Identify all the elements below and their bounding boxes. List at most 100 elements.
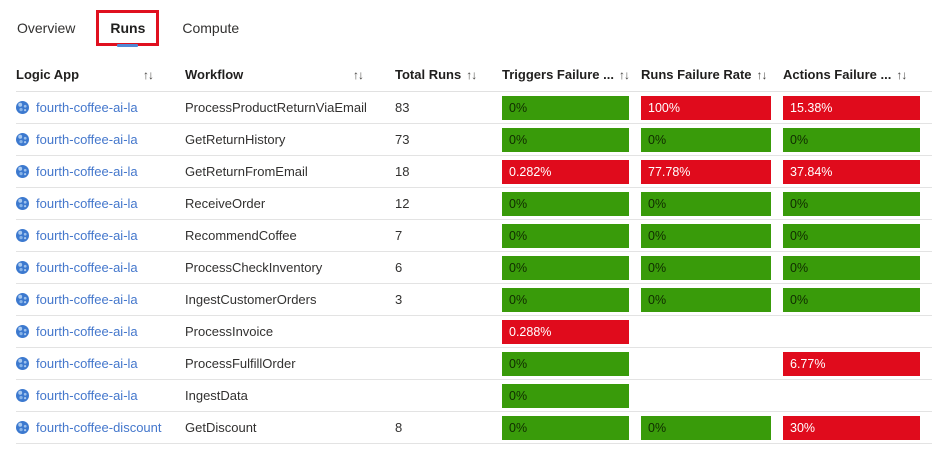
actions-failure-cell: 0% xyxy=(783,127,932,152)
tab-runs[interactable]: Runs xyxy=(109,17,146,47)
triggers-failure-cell: 0.288% xyxy=(502,319,641,344)
table-row: fourth-coffee-ai-la GetReturnFromEmail 18 0… xyxy=(16,156,932,188)
failure-rate-bar: 0% xyxy=(641,415,771,440)
failure-rate-bar: 0% xyxy=(502,255,629,280)
workflow-cell: ProcessFulfillOrder xyxy=(185,356,296,371)
column-header-total-runs[interactable]: Total Runs ↑↓ xyxy=(395,58,502,91)
failure-rate-bar: 0% xyxy=(502,95,629,120)
failure-rate-bar: 0% xyxy=(502,127,629,152)
total-runs-cell: 3 xyxy=(395,292,403,307)
sort-icon[interactable]: ↑↓ xyxy=(143,67,154,82)
failure-rate-bar: 30% xyxy=(783,415,920,440)
logic-app-link[interactable]: fourth-coffee-ai-la xyxy=(36,100,138,115)
logic-app-link[interactable]: fourth-coffee-ai-la xyxy=(36,324,138,339)
failure-rate-bar: 0% xyxy=(783,127,920,152)
logic-app-icon xyxy=(16,197,29,210)
logic-app-cell: fourth-coffee-ai-la xyxy=(16,228,185,243)
runs-failure-cell: 0% xyxy=(641,191,783,216)
failure-rate-bar: 0% xyxy=(641,223,771,248)
workflow-runs-table: Logic App ↑↓ Workflow ↑↓ Total Runs ↑↓ Trigger… xyxy=(16,58,932,444)
triggers-failure-cell: 0% xyxy=(502,223,641,248)
actions-failure-cell: 0% xyxy=(783,191,932,216)
failure-rate-bar: 0% xyxy=(502,383,629,408)
triggers-failure-cell: 0% xyxy=(502,351,641,376)
triggers-failure-cell: 0% xyxy=(502,191,641,216)
logic-app-link[interactable]: fourth-coffee-ai-la xyxy=(36,228,138,243)
logic-app-icon xyxy=(16,389,29,402)
column-header-logic-app[interactable]: Logic App ↑↓ xyxy=(16,58,185,91)
workflow-cell: RecommendCoffee xyxy=(185,228,297,243)
failure-rate-bar: 100% xyxy=(641,95,771,120)
logic-app-link[interactable]: fourth-coffee-ai-la xyxy=(36,388,138,403)
runs-failure-cell: 100% xyxy=(641,95,783,120)
failure-rate-bar: 0% xyxy=(502,223,629,248)
logic-app-icon xyxy=(16,357,29,370)
sort-icon[interactable]: ↑↓ xyxy=(353,67,364,82)
table-row: fourth-coffee-ai-la ProcessInvoice 0.288% xyxy=(16,316,932,348)
logic-app-cell: fourth-coffee-ai-la xyxy=(16,356,185,371)
workflow-cell: IngestCustomerOrders xyxy=(185,292,317,307)
table-row: fourth-coffee-ai-la IngestData 0% xyxy=(16,380,932,412)
total-runs-cell: 8 xyxy=(395,420,403,435)
failure-rate-bar: 0% xyxy=(502,351,629,376)
table-row: fourth-coffee-ai-la RecommendCoffee 7 0% 0% 0… xyxy=(16,220,932,252)
actions-failure-cell: 37.84% xyxy=(783,159,932,184)
column-header-triggers-failure[interactable]: Triggers Failure ... ↑↓ xyxy=(502,58,641,91)
column-header-label: Runs Failure Rate xyxy=(641,67,752,82)
workflow-cell: ProcessCheckInventory xyxy=(185,260,323,275)
triggers-failure-cell: 0% xyxy=(502,127,641,152)
logic-app-link[interactable]: fourth-coffee-ai-la xyxy=(36,356,138,371)
failure-rate-bar: 0% xyxy=(641,287,771,312)
tab-overview[interactable]: Overview xyxy=(17,20,76,36)
triggers-failure-cell: 0% xyxy=(502,95,641,120)
actions-failure-cell: 30% xyxy=(783,415,932,440)
sort-icon[interactable]: ↑↓ xyxy=(618,67,630,82)
triggers-failure-cell: 0% xyxy=(502,255,641,280)
failure-rate-bar: 0% xyxy=(502,287,629,312)
table-row: fourth-coffee-ai-la ReceiveOrder 12 0% 0% 0% xyxy=(16,188,932,220)
failure-rate-bar: 0.288% xyxy=(502,319,629,344)
workflow-cell: IngestData xyxy=(185,388,248,403)
tab-compute[interactable]: Compute xyxy=(182,20,240,36)
failure-rate-bar: 0% xyxy=(783,255,920,280)
column-header-runs-failure-rate[interactable]: Runs Failure Rate ↑↓ xyxy=(641,58,783,91)
runs-failure-cell: 0% xyxy=(641,127,783,152)
triggers-failure-cell: 0.282% xyxy=(502,159,641,184)
annotation-box: Runs xyxy=(96,10,160,47)
logic-app-link[interactable]: fourth-coffee-ai-la xyxy=(36,196,138,211)
runs-failure-cell: 0% xyxy=(641,415,783,440)
logic-app-cell: fourth-coffee-ai-la xyxy=(16,292,185,307)
workflow-cell: GetReturnFromEmail xyxy=(185,164,308,179)
sort-icon[interactable]: ↑↓ xyxy=(756,67,768,82)
failure-rate-bar: 0% xyxy=(783,223,920,248)
table-body: fourth-coffee-ai-la ProcessProductReturnV… xyxy=(16,92,932,444)
logic-app-link[interactable]: fourth-coffee-ai-la xyxy=(36,164,138,179)
failure-rate-bar: 6.77% xyxy=(783,351,920,376)
logic-app-link[interactable]: fourth-coffee-ai-la xyxy=(36,292,138,307)
total-runs-cell: 7 xyxy=(395,228,403,243)
total-runs-cell: 18 xyxy=(395,164,410,179)
table-row: fourth-coffee-ai-la IngestCustomerOrders 3… xyxy=(16,284,932,316)
workflow-cell: ProcessInvoice xyxy=(185,324,274,339)
logic-app-link[interactable]: fourth-coffee-discount xyxy=(36,420,162,435)
workflow-cell: ReceiveOrder xyxy=(185,196,266,211)
column-header-label: Total Runs xyxy=(395,67,462,82)
failure-rate-bar: 0% xyxy=(783,191,920,216)
table-row: fourth-coffee-ai-la GetReturnHistory 73 0% 0… xyxy=(16,124,932,156)
column-header-label: Workflow xyxy=(185,67,244,82)
runs-failure-cell: 0% xyxy=(641,287,783,312)
triggers-failure-cell: 0% xyxy=(502,383,641,408)
failure-rate-bar: 77.78% xyxy=(641,159,771,184)
workflow-cell: GetDiscount xyxy=(185,420,257,435)
column-header-actions-failure[interactable]: Actions Failure ... ↑↓ xyxy=(783,58,932,91)
column-header-workflow[interactable]: Workflow ↑↓ xyxy=(185,58,395,91)
logic-app-link[interactable]: fourth-coffee-ai-la xyxy=(36,260,138,275)
logic-app-link[interactable]: fourth-coffee-ai-la xyxy=(36,132,138,147)
column-header-label: Actions Failure ... xyxy=(783,67,892,82)
table-row: fourth-coffee-ai-la ProcessFulfillOrder 0%… xyxy=(16,348,932,380)
logic-app-icon xyxy=(16,229,29,242)
actions-failure-cell: 15.38% xyxy=(783,95,932,120)
sort-icon[interactable]: ↑↓ xyxy=(896,67,907,82)
sort-icon[interactable]: ↑↓ xyxy=(466,67,477,82)
triggers-failure-cell: 0% xyxy=(502,415,641,440)
